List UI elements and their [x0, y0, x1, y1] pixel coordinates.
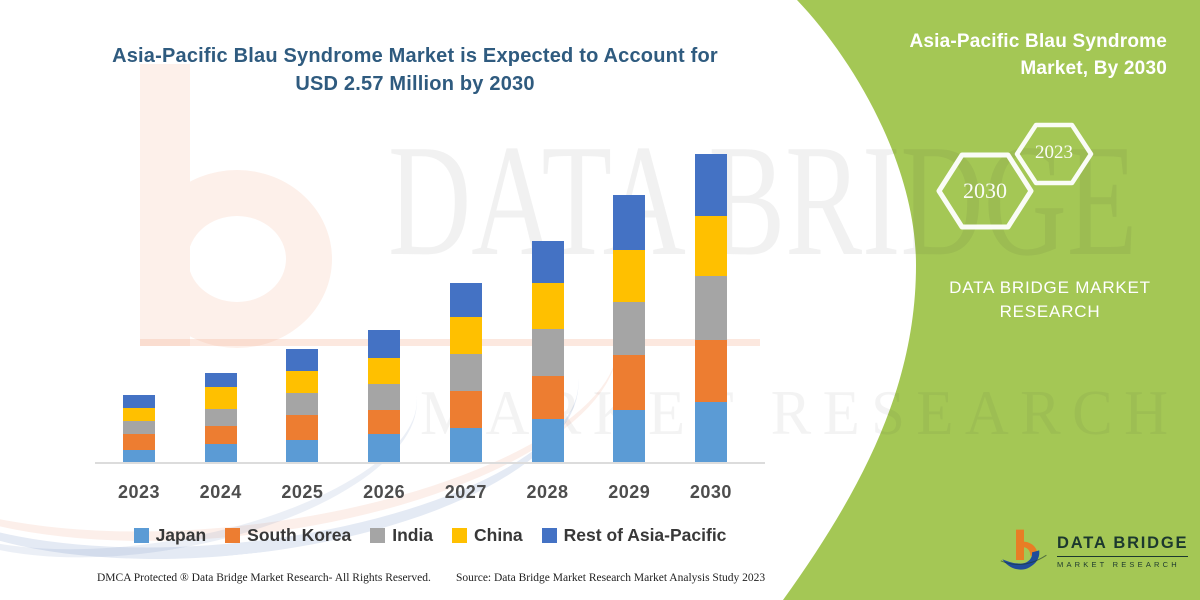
legend-swatch-icon	[133, 528, 149, 543]
bar-segment-2026-south-korea	[368, 410, 401, 434]
bar-segment-2029-japan	[613, 410, 646, 462]
hexagon-2030-label: 2030	[963, 178, 1007, 203]
legend-label: Rest of Asia-Pacific	[563, 525, 727, 545]
x-axis-label-2030: 2030	[689, 482, 732, 502]
bar-segment-2024-south-korea	[204, 426, 237, 444]
bar-segment-2023-south-korea	[123, 434, 155, 450]
source-note: Source: Data Bridge Market Research Mark…	[456, 572, 766, 584]
bar-2027: 2027	[445, 283, 486, 502]
panel-brand-text: DATA BRIDGE MARKET RESEARCH	[930, 276, 1170, 324]
bar-segment-2028-south-korea	[531, 376, 564, 419]
panel-header-line2: Market, By 2030	[1020, 58, 1167, 79]
bar-segment-2028-rest-of-asia-pacific	[531, 241, 564, 283]
bar-segment-2028-japan	[531, 419, 564, 462]
bar-segment-2023-japan	[123, 450, 155, 462]
bar-segment-2024-china	[204, 387, 237, 409]
legend-swatch-icon	[452, 528, 468, 543]
bar-segment-2030-japan	[694, 402, 727, 462]
x-axis-label-2027: 2027	[444, 482, 487, 502]
chart-title-line2: USD 2.57 Million by 2030	[295, 73, 535, 95]
legend-item-south-korea: South Korea	[225, 525, 351, 546]
bar-2029: 2029	[608, 195, 650, 502]
bar-2023: 2023	[118, 395, 160, 502]
bar-2026: 2026	[363, 330, 405, 502]
bar-segment-2027-china	[449, 317, 482, 354]
bar-segment-2027-south-korea	[449, 391, 482, 428]
bar-segment-2023-india	[123, 421, 155, 434]
chart-title-line1: Asia-Pacific Blau Syndrome Market is Exp…	[112, 45, 718, 67]
bar-segment-2025-india	[286, 393, 319, 415]
hexagon-2030: 2030	[935, 151, 1035, 231]
bar-segment-2029-south-korea	[613, 355, 646, 410]
bar-segment-2027-rest-of-asia-pacific	[449, 283, 482, 317]
bar-segment-2025-china	[286, 371, 319, 393]
bar-segment-2028-india	[531, 329, 564, 376]
panel-brand-line2: RESEARCH	[999, 302, 1101, 321]
company-logo-b-icon	[1000, 529, 1047, 570]
panel-brand-line1: DATA BRIDGE MARKET	[949, 278, 1151, 297]
hexagon-2030-outline	[936, 152, 1034, 230]
legend-label: China	[474, 525, 523, 545]
bar-2028: 2028	[526, 241, 568, 502]
legend-swatch-icon	[541, 528, 557, 543]
bar-segment-2030-south-korea	[694, 340, 727, 402]
bar-segment-2026-india	[368, 384, 401, 410]
bar-segment-2030-india	[694, 276, 727, 340]
chart-title: Asia-Pacific Blau Syndrome Market is Exp…	[95, 42, 735, 98]
bar-segment-2026-rest-of-asia-pacific	[368, 330, 401, 358]
hexagon-2023-outline	[1014, 122, 1094, 186]
bar-segment-2029-india	[613, 302, 646, 355]
panel-header-line1: Asia-Pacific Blau Syndrome	[909, 31, 1167, 52]
bar-segment-2025-south-korea	[286, 415, 319, 440]
company-logo-subtext: MARKET RESEARCH	[1057, 560, 1180, 569]
legend-swatch-icon	[370, 528, 386, 543]
legend-item-india: India	[370, 525, 433, 546]
hexagon-2023: 2023	[1014, 122, 1094, 186]
bar-2024: 2024	[200, 373, 241, 502]
stacked-bar-chart: 2023 2024 2025 2026 2027 2028 2029 2030	[95, 154, 765, 502]
company-logo-name: DATA BRIDGE	[1057, 534, 1189, 557]
company-logo: DATA BRIDGE MARKET RESEARCH	[1000, 526, 1189, 578]
legend-label: Japan	[155, 525, 207, 545]
legend-item-rest-of-asia-pacific: Rest of Asia-Pacific	[541, 525, 727, 546]
bar-segment-2024-japan	[204, 444, 237, 462]
legend-swatch-icon	[225, 528, 241, 543]
hexagon-2023-label: 2023	[1035, 142, 1073, 163]
bar-segment-2023-china	[123, 408, 155, 421]
x-axis-label-2025: 2025	[281, 482, 324, 502]
bar-segment-2030-china	[694, 216, 727, 276]
x-axis-label-2029: 2029	[608, 482, 651, 502]
bar-2025: 2025	[281, 349, 323, 502]
bar-segment-2028-china	[531, 283, 564, 329]
bar-segment-2026-japan	[368, 434, 401, 462]
bar-segment-2029-rest-of-asia-pacific	[613, 195, 646, 250]
bar-segment-2026-china	[368, 358, 401, 384]
chart-legend: Japan South Korea India China Rest of Asia-P…	[95, 525, 765, 546]
company-logo-text: DATA BRIDGE MARKET RESEARCH	[1057, 526, 1189, 569]
panel-header: Asia-Pacific Blau Syndrome Market, By 20…	[867, 28, 1167, 82]
bar-segment-2029-china	[613, 250, 646, 302]
x-axis-label-2026: 2026	[363, 482, 406, 502]
legend-label: India	[392, 525, 434, 545]
legend-item-japan: Japan	[133, 525, 207, 546]
legend-item-china: China	[452, 525, 523, 546]
bar-segment-2023-rest-of-asia-pacific	[123, 395, 155, 408]
bar-segment-2025-rest-of-asia-pacific	[286, 349, 319, 371]
bar-segment-2025-japan	[286, 440, 319, 462]
x-axis-label-2023: 2023	[117, 482, 161, 502]
bar-segment-2030-rest-of-asia-pacific	[694, 154, 727, 216]
dmca-notice: DMCA Protected ® Data Bridge Market Rese…	[97, 572, 431, 584]
x-axis-label-2024: 2024	[199, 482, 242, 502]
bar-segment-2027-india	[449, 354, 482, 391]
bar-segment-2024-rest-of-asia-pacific	[204, 373, 237, 387]
x-axis-label-2028: 2028	[526, 482, 569, 502]
x-axis-line	[95, 462, 765, 464]
bar-segment-2027-japan	[449, 428, 482, 462]
legend-label: South Korea	[247, 525, 352, 545]
bar-segment-2024-india	[204, 409, 237, 426]
bar-2030: 2030	[690, 154, 731, 502]
